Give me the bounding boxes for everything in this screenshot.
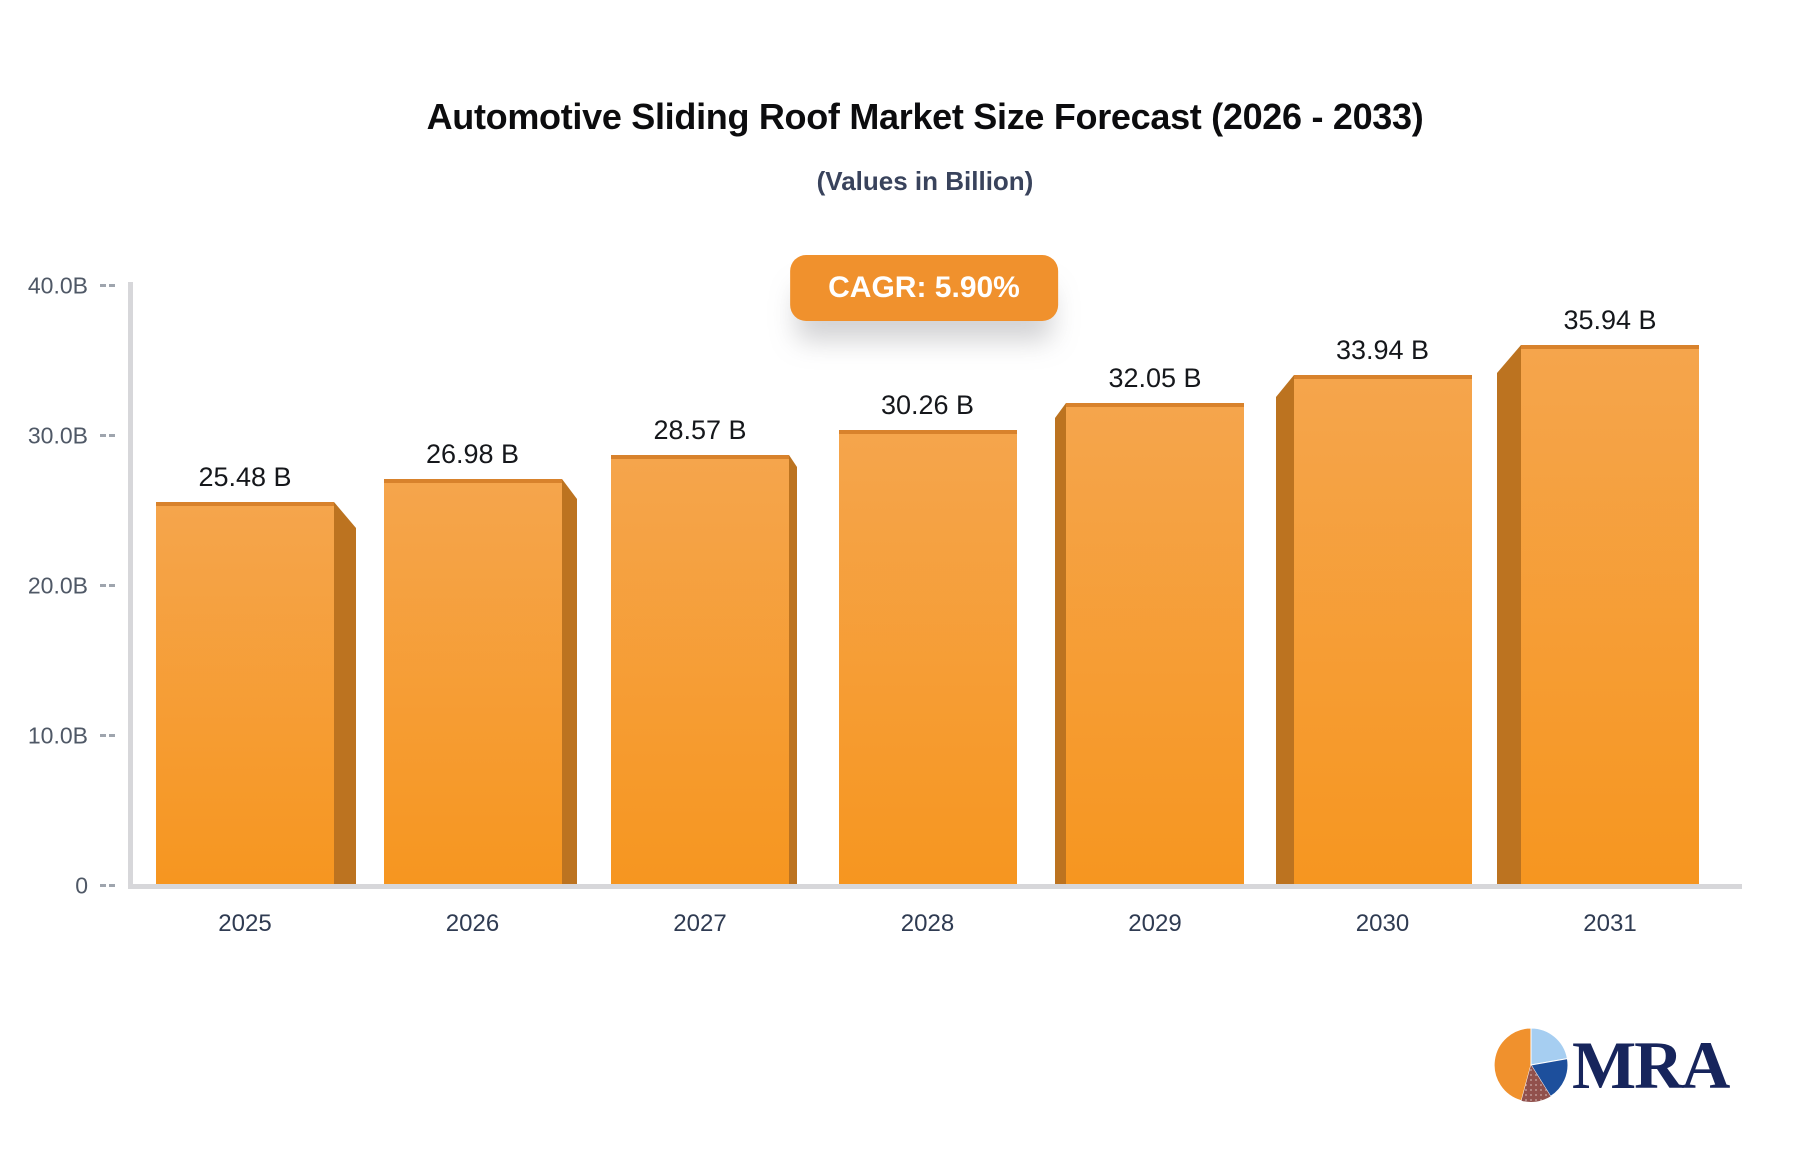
value-label-2031: 35.94 B <box>1563 305 1657 335</box>
x-axis-label-2027: 2027 <box>673 910 727 937</box>
y-tick-label-0: 0 <box>75 872 88 899</box>
x-axis-label-2029: 2029 <box>1128 910 1182 937</box>
y-tick-label-40.0B: 40.0B <box>27 272 88 299</box>
bar-side-2030 <box>1276 375 1294 884</box>
y-tick-label-20.0B: 20.0B <box>27 572 88 599</box>
y-tick-10.0B <box>100 734 118 737</box>
brand-logo: MRA <box>1494 1027 1730 1103</box>
x-axis-line <box>128 884 1742 889</box>
x-axis-label-2028: 2028 <box>900 910 955 937</box>
x-axis-label-2025: 2025 <box>218 910 272 937</box>
bar-side-2027 <box>789 455 797 884</box>
y-axis-line <box>128 282 133 889</box>
bar-2030 <box>1294 375 1472 884</box>
value-label-2026: 26.98 B <box>425 439 520 469</box>
y-tick-20.0B <box>100 584 118 587</box>
value-label-2028: 30.26 B <box>880 390 975 420</box>
cagr-badge: CAGR: 5.90% <box>790 255 1058 321</box>
bar-2031 <box>1521 345 1699 884</box>
x-axis-label-2026: 2026 <box>445 910 500 937</box>
value-label-2025: 25.48 B <box>198 462 292 492</box>
x-axis-label-2030: 2030 <box>1355 910 1410 937</box>
y-tick-label-10.0B: 10.0B <box>27 722 88 749</box>
value-label-2030: 33.94 B <box>1335 335 1430 365</box>
bar-side-2031 <box>1497 345 1521 884</box>
chart-subtitle: (Values in Billion) <box>816 166 1034 196</box>
value-label-2027: 28.57 B <box>653 415 747 445</box>
bar-2027 <box>611 455 789 884</box>
brand-logo-text: MRA <box>1572 1027 1730 1103</box>
x-axis-label-2031: 2031 <box>1583 910 1637 937</box>
bar-2025 <box>156 502 334 884</box>
bar-side-2026 <box>562 479 577 884</box>
y-tick-0 <box>100 884 118 887</box>
y-tick-label-30.0B: 30.0B <box>27 422 88 449</box>
bar-2028 <box>839 430 1017 884</box>
chart-header: Automotive Sliding Roof Market Size Fore… <box>50 0 1800 197</box>
value-label-2029: 32.05 B <box>1108 363 1202 393</box>
y-tick-30.0B <box>100 434 118 437</box>
bar-side-2029 <box>1055 403 1066 884</box>
pie-chart-logo-icon <box>1494 1028 1568 1102</box>
bar-2026 <box>384 479 562 884</box>
bar-2029 <box>1066 403 1244 884</box>
y-tick-40.0B <box>100 284 118 287</box>
chart-title: Automotive Sliding Roof Market Size Fore… <box>426 96 1424 137</box>
bar-side-2025 <box>334 502 356 884</box>
